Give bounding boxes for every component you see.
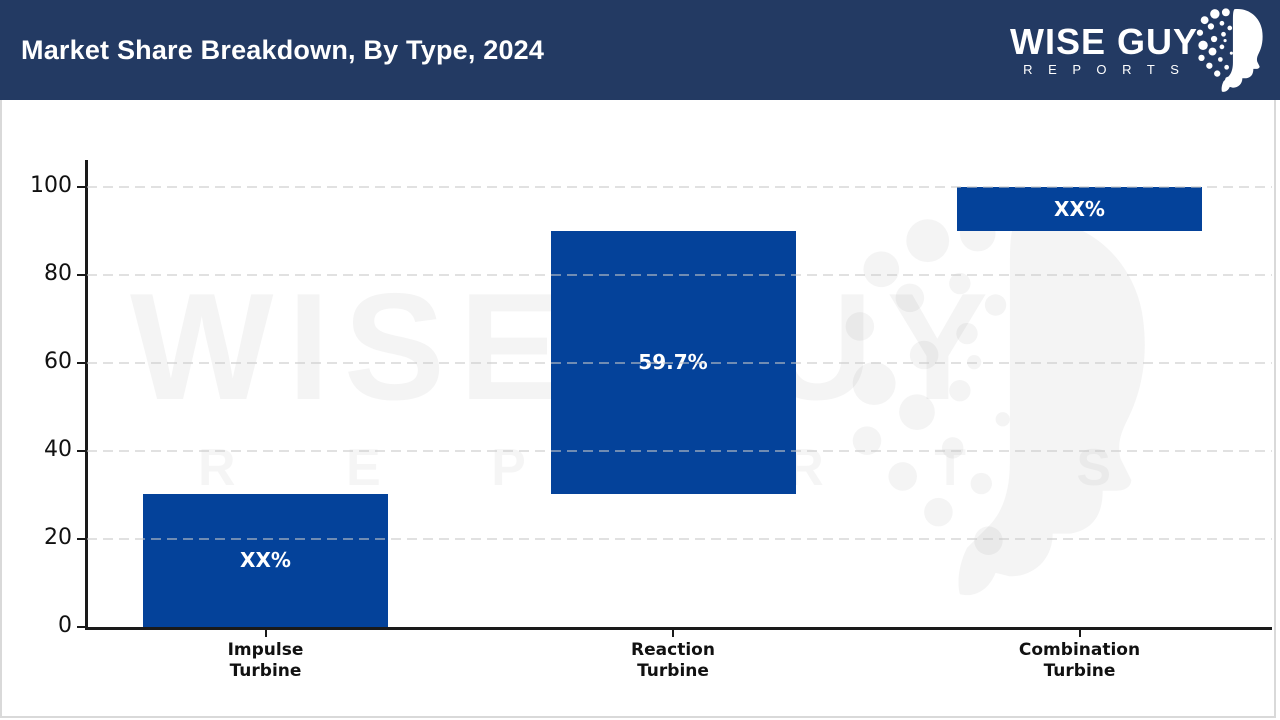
header-bar: Market Share Breakdown, By Type, 2024 WI… bbox=[0, 0, 1280, 100]
brand-subname: R E P O R T S bbox=[1023, 61, 1185, 77]
plot-area: WISE GUY R E P O R T S 020406080100XX%Im… bbox=[0, 100, 1276, 718]
y-axis-tick-label: 80 bbox=[44, 260, 72, 286]
gridline bbox=[87, 273, 1272, 276]
bar-segment: XX% bbox=[957, 186, 1202, 231]
y-axis-tick bbox=[77, 537, 86, 540]
y-axis-tick-label: 100 bbox=[30, 172, 72, 198]
chart-title: Market Share Breakdown, By Type, 2024 bbox=[21, 34, 545, 65]
x-axis-category-label: Reaction Turbine bbox=[631, 640, 715, 682]
watermark-face-icon bbox=[845, 215, 1145, 596]
bar-segment: XX% bbox=[143, 493, 388, 627]
y-axis-tick bbox=[77, 361, 86, 364]
x-axis-tick bbox=[264, 630, 267, 637]
x-axis-tick bbox=[1078, 630, 1081, 637]
y-axis-tick-label: 0 bbox=[58, 613, 72, 638]
y-axis-tick-label: 20 bbox=[44, 524, 72, 550]
y-axis-tick bbox=[77, 449, 86, 452]
y-axis-tick bbox=[77, 273, 86, 276]
x-axis-line bbox=[87, 627, 1272, 630]
gridline bbox=[87, 537, 1272, 540]
bar-value-label: XX% bbox=[240, 548, 291, 573]
x-axis-tick bbox=[672, 630, 674, 637]
brand-name: WISE GUY bbox=[1009, 21, 1198, 63]
bar-value-label: XX% bbox=[1054, 196, 1105, 221]
x-axis-category-label: Impulse Turbine bbox=[227, 640, 304, 682]
brand-logo-text: WISE GUY R E P O R T S bbox=[1010, 23, 1198, 77]
y-axis-tick-label: 60 bbox=[44, 348, 72, 374]
y-axis-tick bbox=[77, 185, 86, 188]
y-axis-tick bbox=[77, 626, 86, 628]
brand-logo: WISE GUY R E P O R T S bbox=[1010, 6, 1266, 94]
gridline bbox=[87, 449, 1272, 452]
gridline bbox=[87, 361, 1272, 364]
y-axis-line bbox=[85, 160, 88, 630]
gridline bbox=[87, 185, 1272, 188]
x-axis-category-label: Combination Turbine bbox=[1018, 640, 1141, 682]
face-profile-icon bbox=[1196, 8, 1263, 92]
y-axis-tick-label: 40 bbox=[44, 436, 72, 462]
